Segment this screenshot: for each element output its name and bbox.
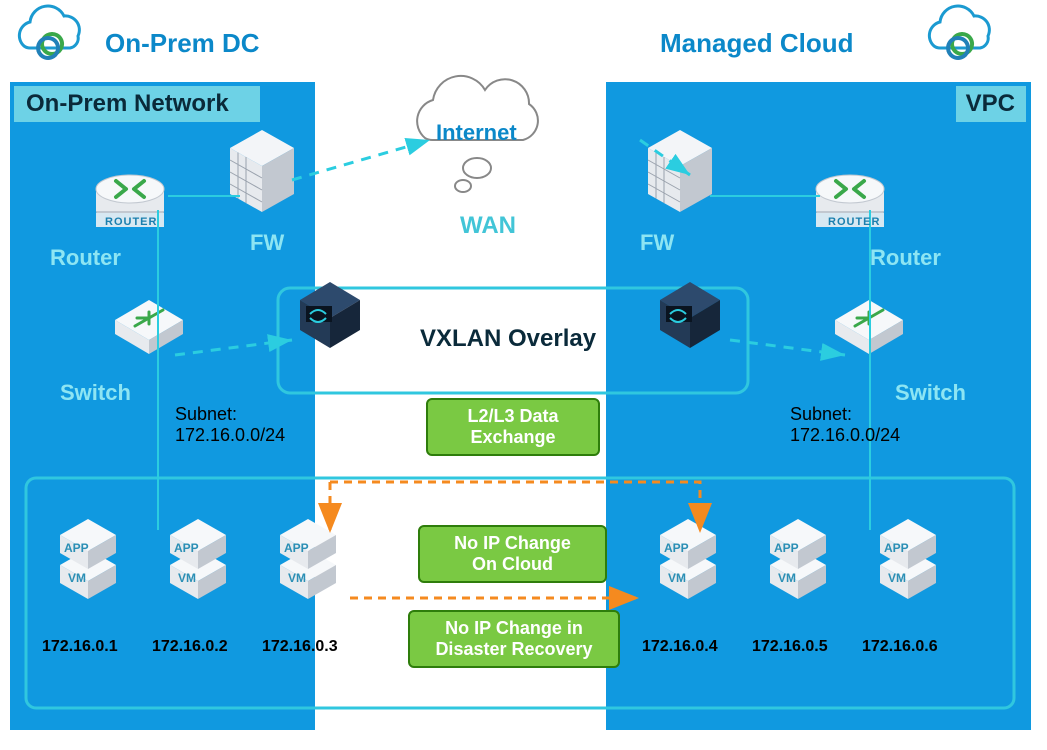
right-fw-label: FW bbox=[640, 230, 674, 256]
right-subnet-word: Subnet: bbox=[790, 404, 852, 424]
green-l2l3: L2/L3 Data Exchange bbox=[426, 398, 600, 456]
left-fw-label: FW bbox=[250, 230, 284, 256]
app-tag: APP bbox=[884, 541, 909, 555]
internet-label: Internet bbox=[436, 120, 517, 146]
ip-label: 172.16.0.4 bbox=[642, 638, 718, 656]
vm-tag: VM bbox=[68, 571, 86, 585]
ip-label: 172.16.0.3 bbox=[262, 638, 338, 656]
ip-label: 172.16.0.5 bbox=[752, 638, 828, 656]
green-noip2-line1: No IP Change in bbox=[445, 618, 583, 638]
wan-label: WAN bbox=[460, 212, 516, 240]
green-noip1-line1: No IP Change bbox=[454, 533, 571, 553]
header-vpc: VPC bbox=[956, 86, 1025, 122]
right-subnet-label: Subnet: 172.16.0.0/24 bbox=[790, 404, 900, 446]
green-noip1-line2: On Cloud bbox=[472, 554, 553, 574]
vm-tag: VM bbox=[888, 571, 906, 585]
green-l2l3-line1: L2/L3 Data bbox=[467, 406, 558, 426]
title-onprem: On-Prem DC bbox=[105, 28, 260, 59]
ip-label: 172.16.0.2 bbox=[152, 638, 228, 656]
vm-tag: VM bbox=[778, 571, 796, 585]
app-tag: APP bbox=[664, 541, 689, 555]
right-subnet-value: 172.16.0.0/24 bbox=[790, 425, 900, 445]
vm-tag: VM bbox=[178, 571, 196, 585]
green-noip2-line2: Disaster Recovery bbox=[435, 639, 592, 659]
vm-tag: VM bbox=[668, 571, 686, 585]
title-managed: Managed Cloud bbox=[660, 28, 854, 59]
header-onprem-network: On-Prem Network bbox=[16, 86, 239, 122]
right-router-tag: ROUTER bbox=[828, 216, 880, 228]
left-subnet-value: 172.16.0.0/24 bbox=[175, 425, 285, 445]
right-router-label: Router bbox=[870, 245, 941, 271]
app-tag: APP bbox=[174, 541, 199, 555]
left-subnet-word: Subnet: bbox=[175, 404, 237, 424]
ip-label: 172.16.0.6 bbox=[862, 638, 938, 656]
vm-tag: VM bbox=[288, 571, 306, 585]
left-switch-label: Switch bbox=[60, 380, 131, 406]
right-switch-label: Switch bbox=[895, 380, 966, 406]
ip-label: 172.16.0.1 bbox=[42, 638, 118, 656]
app-tag: APP bbox=[64, 541, 89, 555]
vxlan-title: VXLAN Overlay bbox=[420, 325, 596, 353]
app-tag: APP bbox=[774, 541, 799, 555]
left-subnet-label: Subnet: 172.16.0.0/24 bbox=[175, 404, 285, 446]
green-noip-cloud: No IP Change On Cloud bbox=[418, 525, 607, 583]
green-l2l3-line2: Exchange bbox=[470, 427, 555, 447]
left-router-tag: ROUTER bbox=[105, 216, 157, 228]
app-tag: APP bbox=[284, 541, 309, 555]
green-noip-dr: No IP Change in Disaster Recovery bbox=[408, 610, 620, 668]
left-router-label: Router bbox=[50, 245, 121, 271]
